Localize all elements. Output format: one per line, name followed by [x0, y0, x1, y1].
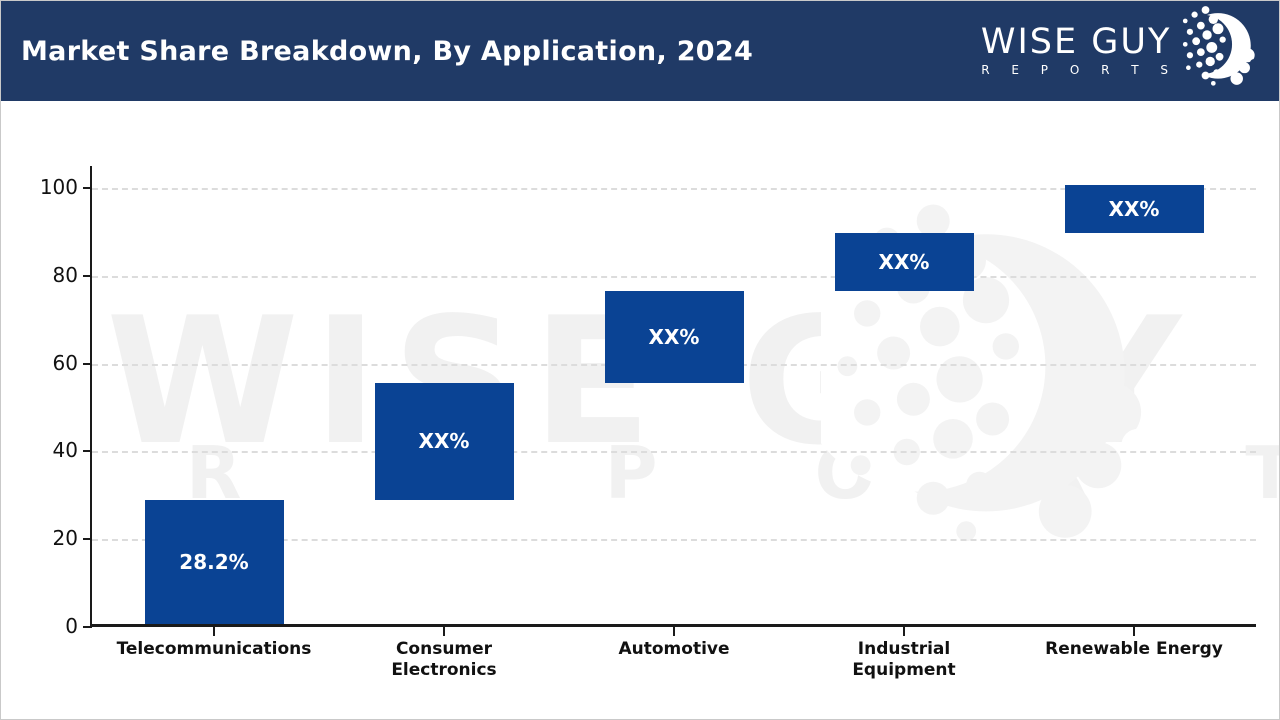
category-label-line: Equipment	[852, 660, 956, 681]
chart-area: WISE GUY R E P O R T S	[1, 101, 1279, 719]
category-label-line: Renewable Energy	[1045, 639, 1223, 659]
category-label: Automotive	[559, 639, 789, 660]
category-label-line: Industrial	[857, 639, 951, 659]
y-tick	[83, 626, 92, 628]
x-tick	[903, 627, 905, 636]
logo-wordmark: WISE GUY R E P O R T S	[975, 22, 1177, 78]
category-label-line: Automotive	[618, 639, 730, 659]
logo-head-icon	[1172, 5, 1258, 97]
y-tick	[83, 538, 92, 541]
gridline	[92, 188, 1256, 191]
bar-industrial-equipment: XX%	[834, 232, 974, 291]
header-bar: Market Share Breakdown, By Application, …	[1, 1, 1279, 101]
y-tick	[83, 274, 92, 277]
category-label-line: Electronics	[391, 660, 497, 681]
bar-value-label: 28.2%	[179, 550, 249, 575]
page-title: Market Share Breakdown, By Application, …	[21, 35, 754, 67]
logo-line2: R E P O R T S	[981, 63, 1177, 77]
y-tick	[83, 187, 92, 190]
wiseguy-logo: WISE GUY R E P O R T S	[975, 5, 1258, 97]
x-tick	[1133, 627, 1135, 636]
logo-line1: WISE GUY	[980, 22, 1172, 62]
y-tick-label: 40	[52, 438, 78, 463]
x-tick	[673, 627, 675, 636]
category-label: Industrial Equipment	[789, 639, 1019, 682]
gridline	[92, 275, 1256, 278]
bar-value-label: XX%	[648, 324, 700, 349]
gridline	[92, 539, 1256, 542]
bar-renewable-energy: XX%	[1064, 185, 1204, 233]
plot-area: 0 20 40 60 80 100 28.2% Telecommunications XX% Co…	[40, 166, 1256, 680]
category-label: Telecommunications	[99, 639, 329, 660]
y-tick-label: 0	[65, 614, 78, 639]
y-tick	[83, 362, 92, 365]
category-label-line: Telecommunications	[116, 639, 312, 659]
bar-automotive: XX%	[604, 290, 744, 383]
y-tick-label: 60	[52, 350, 78, 375]
x-tick	[443, 627, 445, 636]
bar-value-label: XX%	[418, 429, 470, 454]
y-tick-label: 20	[52, 526, 78, 551]
bar-consumer-electronics: XX%	[374, 382, 514, 501]
bar-value-label: XX%	[1108, 196, 1160, 221]
category-label: Renewable Energy	[1019, 639, 1249, 660]
bar-value-label: XX%	[878, 249, 930, 274]
category-label-line: Consumer	[395, 639, 493, 659]
x-tick	[213, 627, 215, 636]
y-tick	[83, 450, 92, 453]
category-label: Consumer Electronics	[329, 639, 559, 682]
y-tick-label: 100	[39, 175, 78, 200]
y-tick-label: 80	[52, 263, 78, 288]
gridline	[92, 451, 1256, 454]
bar-telecommunications: 28.2%	[144, 500, 284, 624]
